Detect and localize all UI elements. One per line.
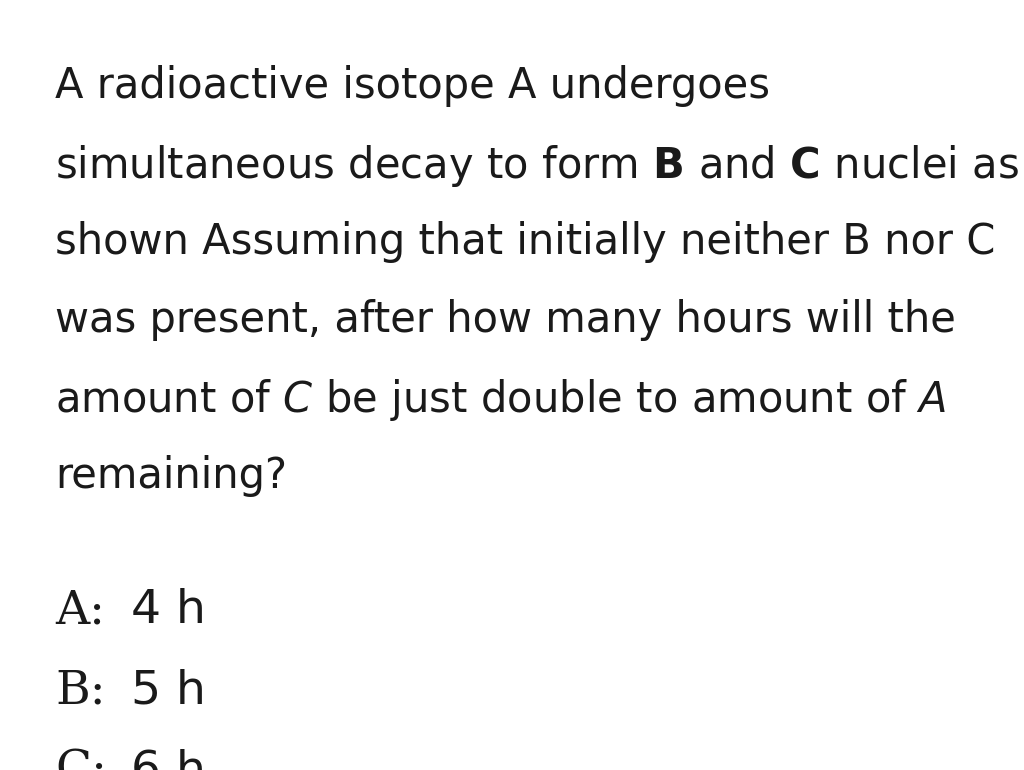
- Text: A radioactive isotope A undergoes: A radioactive isotope A undergoes: [55, 65, 770, 107]
- Text: was present, after how many hours will the: was present, after how many hours will t…: [55, 299, 955, 341]
- Text: shown Assuming that initially neither B nor C: shown Assuming that initially neither B …: [55, 221, 995, 263]
- Text: $\mathit{6}$ $\mathrm{h}$: $\mathit{6}$ $\mathrm{h}$: [130, 748, 203, 770]
- Text: B:: B:: [55, 668, 105, 713]
- Text: C:: C:: [55, 748, 106, 770]
- Text: $\mathrm{simultaneous\ decay\ to\ form\ }$$\bf{B}$$\mathrm{\ and\ }$$\bf{C}$$\ma: $\mathrm{simultaneous\ decay\ to\ form\ …: [55, 143, 1019, 189]
- Text: $\mathit{4}$ $\mathrm{h}$: $\mathit{4}$ $\mathrm{h}$: [130, 588, 203, 633]
- Text: A:: A:: [55, 588, 105, 633]
- Text: $\mathit{5}$ $\mathrm{h}$: $\mathit{5}$ $\mathrm{h}$: [130, 668, 203, 713]
- Text: $\mathrm{amount\ of\ }$$\it{C}$$\mathrm{\ be\ just\ double\ to\ amount\ of\ }$$\: $\mathrm{amount\ of\ }$$\it{C}$$\mathrm{…: [55, 377, 946, 423]
- Text: remaining?: remaining?: [55, 455, 287, 497]
